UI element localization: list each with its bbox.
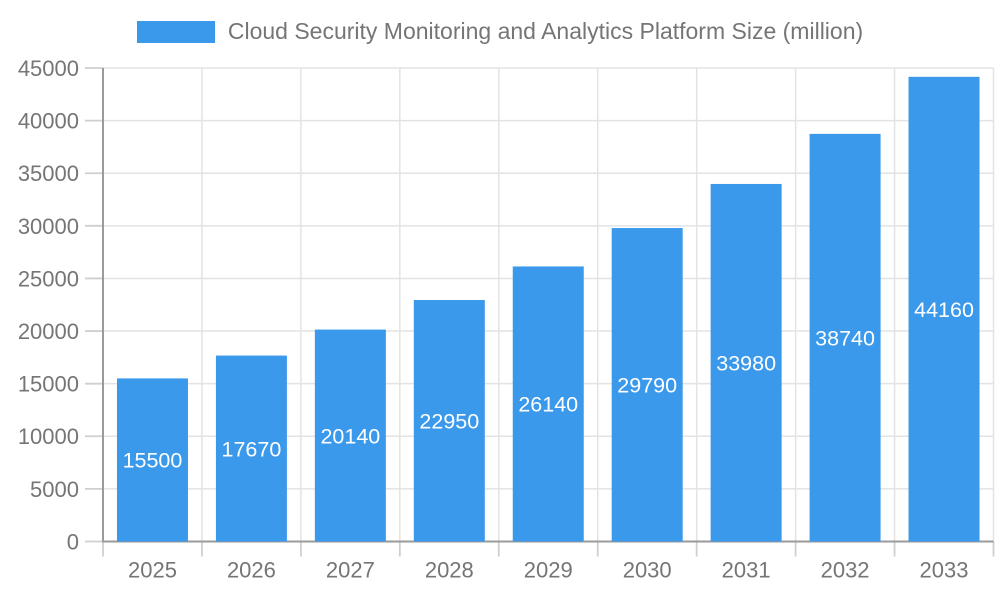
y-axis-label: 0	[67, 529, 79, 554]
bar-2030[interactable]	[611, 228, 683, 542]
y-axis-label: 35000	[18, 161, 79, 186]
x-axis-label: 2026	[227, 558, 276, 583]
bar-2031[interactable]	[710, 183, 782, 542]
y-axis-label: 25000	[18, 266, 79, 291]
bar-2029[interactable]	[512, 266, 584, 542]
bar-value-label: 22950	[419, 409, 479, 433]
bar-value-label: 26140	[518, 393, 578, 417]
bar-2032[interactable]	[809, 133, 881, 542]
bar-value-label: 44160	[914, 298, 974, 322]
bar-value-label: 33980	[716, 351, 776, 375]
bar-2033[interactable]	[908, 76, 980, 542]
x-axis-label: 2027	[326, 558, 375, 583]
y-axis-label: 40000	[18, 109, 79, 134]
bar-value-label: 15500	[123, 449, 183, 473]
x-axis-label: 2025	[128, 558, 177, 583]
bar-value-label: 17670	[222, 437, 282, 461]
legend[interactable]: Cloud Security Monitoring and Analytics …	[0, 18, 1000, 45]
bar-2028[interactable]	[413, 300, 485, 542]
y-axis-label: 30000	[18, 214, 79, 239]
bar-value-label: 29790	[617, 374, 677, 398]
y-axis-label: 5000	[30, 477, 79, 502]
legend-label: Cloud Security Monitoring and Analytics …	[227, 18, 864, 44]
x-axis-label: 2029	[524, 558, 573, 583]
bar-2027[interactable]	[314, 329, 386, 542]
x-axis-label: 2032	[821, 558, 870, 583]
bar-value-label: 20140	[320, 424, 380, 448]
y-axis-label: 15000	[18, 372, 79, 397]
bar-value-label: 38740	[815, 326, 875, 350]
legend-swatch	[136, 20, 215, 43]
x-axis-label: 2033	[920, 558, 969, 583]
y-axis-label: 10000	[18, 424, 79, 449]
x-axis-label: 2028	[425, 558, 474, 583]
bar-2026[interactable]	[215, 355, 287, 542]
x-axis-label: 2031	[722, 558, 771, 583]
x-axis-label: 2030	[623, 558, 672, 583]
y-axis-label: 20000	[18, 319, 79, 344]
bar-2025[interactable]	[116, 378, 188, 542]
y-axis-label: 45000	[18, 56, 79, 81]
